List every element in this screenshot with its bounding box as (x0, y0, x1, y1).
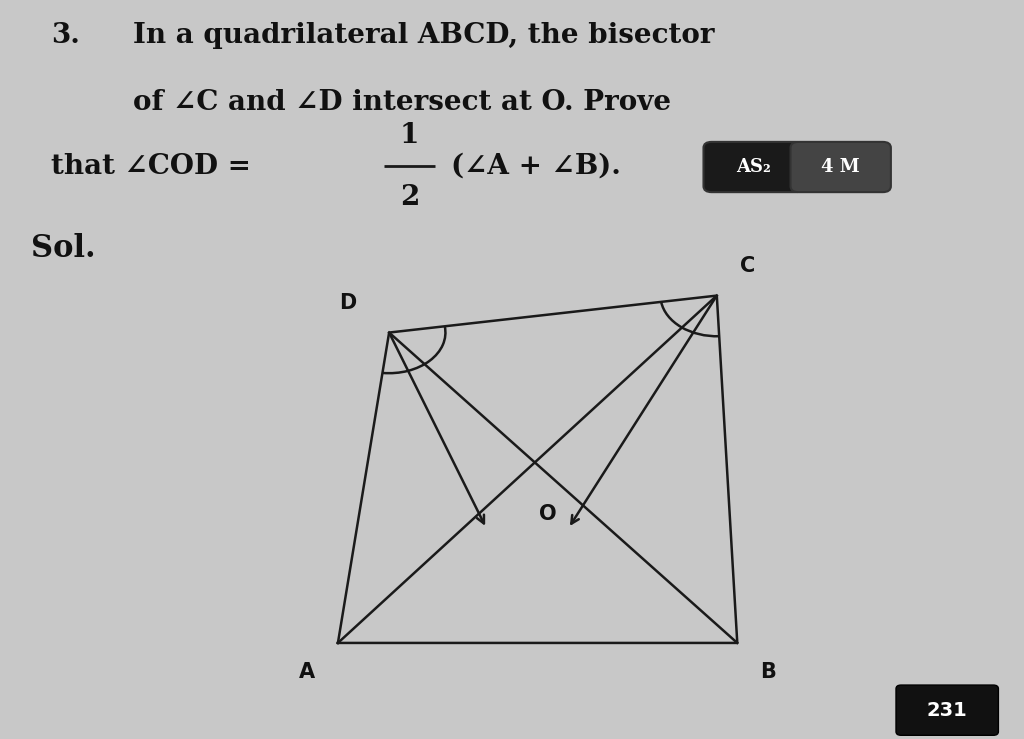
Text: In a quadrilateral ABCD, the bisector: In a quadrilateral ABCD, the bisector (133, 22, 715, 50)
Text: (∠A + ∠B).: (∠A + ∠B). (451, 153, 621, 180)
FancyBboxPatch shape (896, 685, 998, 735)
Text: AS₂: AS₂ (736, 158, 771, 176)
Text: O: O (539, 503, 557, 524)
Text: 231: 231 (927, 701, 968, 720)
Text: Sol.: Sol. (31, 233, 95, 264)
Text: of ∠C and ∠D intersect at O. Prove: of ∠C and ∠D intersect at O. Prove (133, 89, 672, 116)
Text: 3.: 3. (51, 22, 80, 50)
FancyBboxPatch shape (791, 142, 891, 192)
Text: 4 M: 4 M (821, 158, 860, 176)
FancyBboxPatch shape (703, 142, 804, 192)
Text: A: A (299, 662, 315, 683)
Text: 2: 2 (400, 184, 419, 211)
Text: that ∠COD =: that ∠COD = (51, 153, 251, 180)
Text: 1: 1 (400, 122, 419, 149)
Text: B: B (760, 662, 776, 683)
Text: C: C (740, 256, 755, 276)
Text: D: D (340, 293, 356, 313)
